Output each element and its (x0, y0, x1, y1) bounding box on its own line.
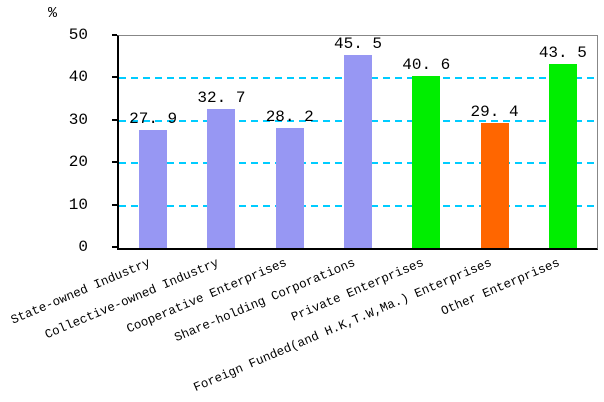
bar (412, 75, 441, 248)
bar (344, 55, 372, 248)
y-axis-tick-mark (112, 203, 117, 206)
x-axis-category-label: Other Enterprises (439, 256, 563, 319)
y-axis-tick-mark (112, 246, 117, 248)
bar (548, 63, 577, 248)
plot-area: 27. 9 32. 7 28. 2 45. 5 40. 6 29. 4 43. 5 (117, 35, 598, 250)
y-axis-tick-label: 20 (68, 153, 88, 172)
bar-value-label: 29. 4 (470, 103, 519, 122)
y-axis-tick-mark (112, 161, 117, 164)
y-axis-tick-label: 10 (68, 195, 88, 214)
y-axis-unit-label: % (48, 5, 58, 22)
y-axis-tick-label: 50 (68, 26, 88, 44)
y-axis-tick-mark (112, 34, 117, 36)
y-axis-tick-label: 40 (68, 68, 88, 87)
bar-value-label: 43. 5 (538, 43, 587, 62)
bar (139, 129, 168, 248)
y-axis-tick-label: 0 (78, 238, 88, 256)
bar-value-label: 40. 6 (402, 55, 451, 74)
bar (275, 128, 304, 248)
bar-value-label: 45. 5 (333, 35, 382, 54)
bar-value-label: 32. 7 (197, 89, 246, 108)
bar-value-label: 28. 2 (265, 108, 314, 127)
y-axis-tick-label: 30 (68, 110, 88, 129)
bar (207, 109, 236, 248)
bar (480, 123, 509, 248)
y-axis-tick-mark (112, 118, 117, 121)
bar-value-label: 27. 9 (129, 109, 178, 128)
y-axis-tick-mark (112, 76, 117, 79)
